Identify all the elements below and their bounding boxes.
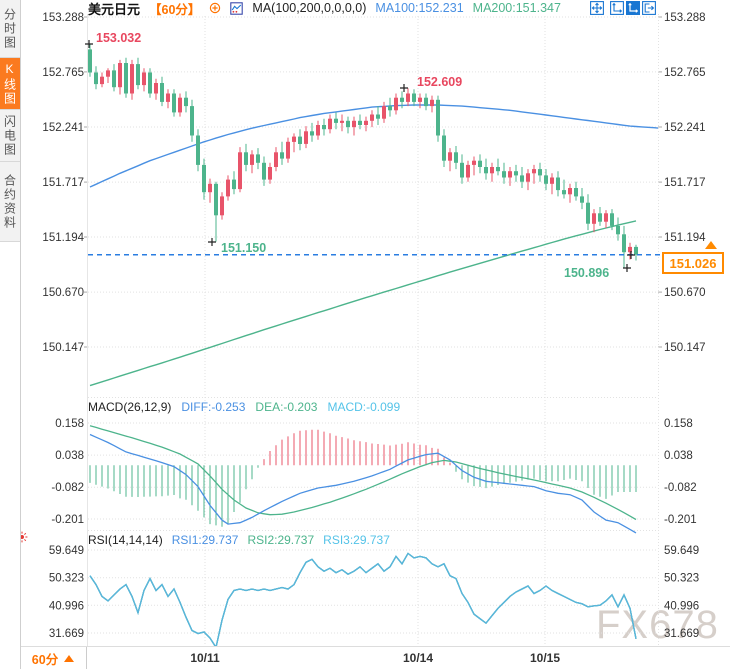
axis-scale-icon[interactable]: [610, 1, 624, 15]
y-tick-label: 152.241: [664, 122, 706, 134]
ma-indicator-icon[interactable]: [230, 1, 244, 15]
macd-dea-label: DEA:-0.203: [255, 400, 318, 414]
ma-settings-label[interactable]: MA(100,200,0,0,0,0): [252, 1, 367, 15]
sidebar-tab-kline-chart[interactable]: K线图: [0, 58, 20, 110]
period-label[interactable]: 【60分】: [149, 2, 201, 17]
price-up-arrow-icon: [705, 241, 717, 249]
y-tick-label: 150.670: [664, 287, 706, 299]
y-tick-label: 150.670: [42, 287, 84, 299]
y-tick-label: 151.194: [664, 232, 706, 244]
rsi-params-label[interactable]: RSI(14,14,14): [88, 533, 163, 547]
sidebar-tab-contract-info[interactable]: 合约资料: [0, 162, 20, 242]
y-tick-label: -0.201: [51, 514, 84, 526]
ma200-value-label: MA200:151.347: [472, 1, 561, 15]
current-price-value: 151.026: [669, 255, 717, 271]
period-selector[interactable]: 60分: [20, 647, 87, 669]
chart-header: 美元日元 【60分】 MA(100,200,0,0,0,0) MA100:152…: [88, 0, 561, 17]
toolbar: [590, 1, 656, 15]
sidebar: 分时图 K线图 闪电图 合约资料: [0, 0, 21, 669]
y-tick-label: 151.717: [42, 177, 84, 189]
symbol-title: 美元日元: [88, 1, 141, 17]
y-tick-label: 59.649: [664, 545, 699, 557]
y-tick-label: -0.082: [51, 482, 84, 494]
rsi3-value-label: RSI3:29.737: [323, 533, 390, 547]
y-tick-label: 31.669: [664, 628, 699, 640]
macd-value-label: MACD:-0.099: [327, 400, 401, 414]
y-tick-label: 150.147: [664, 342, 706, 354]
sidebar-tab-lightning-chart[interactable]: 闪电图: [0, 110, 20, 162]
y-tick-label: 40.996: [49, 600, 84, 612]
price-annotation: 152.609: [417, 75, 462, 89]
y-tick-label: 50.323: [664, 573, 699, 585]
period-selector-label: 60分: [31, 652, 59, 667]
rsi1-value-label: RSI1:29.737: [171, 533, 239, 547]
current-price-tag: 151.026: [662, 252, 724, 274]
date-label: 10/14: [402, 651, 434, 665]
y-tick-label: 0.038: [664, 450, 693, 462]
y-tick-label: 50.323: [49, 573, 84, 585]
macd-diff-label: DIFF:-0.253: [181, 400, 246, 414]
y-tick-label: 40.996: [664, 600, 699, 612]
y-tick-label: 152.765: [42, 67, 84, 79]
rsi-header: RSI(14,14,14) RSI1:29.737 RSI2:29.737 RS…: [88, 533, 390, 547]
y-tick-label: 0.158: [55, 418, 84, 430]
y-tick-label: 31.669: [49, 628, 84, 640]
watermark: FX678: [596, 603, 719, 647]
date-label: 10/15: [529, 651, 561, 665]
y-tick-label: 153.288: [42, 12, 84, 24]
grid-layer: [84, 14, 662, 646]
pan-icon[interactable]: [590, 1, 604, 15]
y-tick-label: 153.288: [664, 12, 706, 24]
rsi2-value-label: RSI2:29.737: [247, 533, 315, 547]
macd-layer: [89, 425, 637, 534]
macd-header: MACD(26,12,9) DIFF:-0.253 DEA:-0.203 MAC…: [88, 400, 400, 414]
y-tick-label: 151.194: [42, 232, 84, 244]
ma-lines-layer: [89, 104, 659, 387]
annotations-layer: 153.032 152.609 151.150 150.896: [85, 31, 635, 280]
y-tick-label: 151.717: [664, 177, 706, 189]
macd-params-label[interactable]: MACD(26,12,9): [88, 400, 172, 414]
price-annotation: 150.896: [564, 266, 609, 280]
time-axis-bar: 60分 10/11 10/14 10/15: [20, 646, 730, 669]
y-tick-label: 0.158: [664, 418, 693, 430]
y-axis-labels: 153.288 153.288 152.765 152.765 152.241 152.2…: [42, 12, 706, 640]
axis-scale-active-icon[interactable]: [626, 1, 640, 15]
y-tick-label: -0.082: [664, 482, 697, 494]
y-tick-label: 59.649: [49, 545, 84, 557]
exit-icon[interactable]: [642, 1, 656, 15]
y-tick-label: 0.038: [55, 450, 84, 462]
price-annotation: 151.150: [221, 241, 266, 255]
rsi-layer: [89, 552, 637, 650]
up-arrow-icon: [64, 654, 75, 662]
price-annotation: 153.032: [96, 31, 141, 45]
sidebar-tab-time-chart[interactable]: 分时图: [0, 0, 20, 58]
y-tick-label: 152.241: [42, 122, 84, 134]
candles-layer: [88, 43, 638, 269]
y-tick-label: 152.765: [664, 67, 706, 79]
add-indicator-icon[interactable]: [209, 2, 221, 14]
date-label: 10/11: [190, 651, 220, 665]
ma100-value-label: MA100:152.231: [375, 1, 464, 15]
y-tick-label: -0.201: [664, 514, 697, 526]
y-tick-label: 150.147: [42, 342, 84, 354]
